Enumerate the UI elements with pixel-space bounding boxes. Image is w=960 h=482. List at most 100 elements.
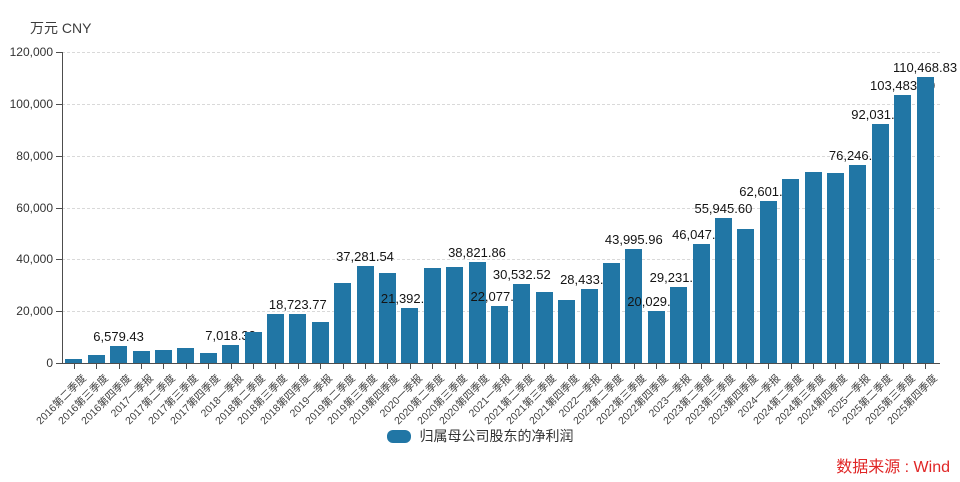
y-axis-tick: [56, 207, 62, 209]
bar-2023第三季度[interactable]: [714, 218, 732, 363]
bar-2025一季报[interactable]: [849, 165, 867, 363]
bar-2023第四季度[interactable]: [737, 229, 755, 363]
bar-2021第三季度[interactable]: [535, 291, 553, 363]
y-gridline: [62, 207, 940, 209]
y-gridline: [62, 52, 940, 53]
bar-2016第三季度[interactable]: [87, 354, 105, 363]
bar-2019第四季度[interactable]: [378, 272, 396, 363]
x-axis-tick: [723, 364, 725, 369]
x-axis-tick: [387, 364, 389, 369]
y-axis-tick-label: 100,000: [9, 96, 53, 111]
bar-2018第三季度[interactable]: [266, 313, 284, 363]
bar-value-label-2022第三季度: 43,995.96: [604, 231, 663, 247]
x-axis-tick: [678, 364, 680, 369]
y-axis-tick-label: 20,000: [16, 304, 53, 319]
x-axis-tick: [342, 364, 344, 369]
y-gridline: [62, 103, 940, 105]
data-source-note: 数据来源 : Wind: [836, 459, 950, 476]
x-axis-tick: [230, 364, 232, 369]
x-axis-tick: [902, 364, 904, 369]
x-axis-tick: [925, 364, 926, 369]
legend-marker-icon: [386, 429, 411, 443]
bar-2023第二季度[interactable]: [692, 243, 710, 363]
legend: 归属母公司股东的净利润: [0, 426, 960, 446]
x-axis-tick: [813, 364, 814, 369]
x-axis-tick: [208, 364, 210, 369]
y-axis-tick: [56, 259, 62, 261]
x-axis-tick: [118, 364, 120, 369]
bar-2022一季报[interactable]: [580, 289, 598, 363]
bar-2020第三季度[interactable]: [446, 267, 464, 363]
x-axis-tick: [320, 364, 322, 369]
x-axis-tick: [768, 364, 770, 369]
bar-2018第二季度[interactable]: [244, 331, 262, 363]
bar-2022第三季度[interactable]: [625, 248, 643, 363]
x-axis-tick: [432, 364, 434, 369]
legend-label: 归属母公司股东的净利润: [419, 428, 574, 444]
bar-2025第三季度[interactable]: [894, 94, 912, 363]
x-axis-tick: [365, 364, 366, 369]
bar-2019第二季度[interactable]: [334, 282, 352, 363]
x-axis-tick: [96, 364, 98, 369]
bar-2024一季报[interactable]: [759, 200, 777, 363]
bar-2019第三季度[interactable]: [356, 266, 374, 363]
bar-value-label-2018第四季度: 18,723.77: [268, 297, 327, 313]
bar-2024第四季度[interactable]: [826, 172, 844, 363]
bar-2024第二季度[interactable]: [782, 179, 800, 363]
x-axis-tick: [499, 364, 501, 369]
x-axis-tick: [566, 364, 568, 369]
bar-2024第三季度[interactable]: [804, 172, 822, 363]
bar-2025第四季度[interactable]: [916, 76, 934, 363]
y-axis-line: [62, 52, 63, 363]
x-axis-tick: [454, 364, 456, 369]
x-axis-tick: [589, 364, 590, 369]
bar-value-label-2021第二季度: 30,532.52: [492, 266, 551, 282]
bar-2018第四季度[interactable]: [289, 314, 307, 363]
x-axis-tick: [857, 364, 859, 369]
bar-value-label-2019第三季度: 37,281.54: [336, 249, 394, 265]
bar-2025第二季度[interactable]: [871, 124, 889, 363]
y-axis-tick-label: 0: [46, 356, 53, 370]
x-axis-tick: [521, 364, 523, 369]
x-axis-tick: [141, 364, 142, 369]
legend-item-net-profit[interactable]: 归属母公司股东的净利润: [386, 426, 574, 446]
x-axis-tick: [275, 364, 277, 369]
bar-2018一季报[interactable]: [222, 344, 240, 363]
x-axis-tick: [656, 364, 658, 369]
bar-2017第三季度[interactable]: [177, 348, 195, 363]
bar-2019一季报[interactable]: [311, 321, 329, 363]
bar-value-label-2023第三季度: 55,945.60: [694, 201, 753, 216]
y-axis-tick-label: 60,000: [16, 200, 53, 215]
y-axis-tick: [56, 52, 62, 53]
bar-2022第二季度[interactable]: [602, 263, 620, 363]
bar-2016第二季度[interactable]: [65, 359, 83, 363]
y-gridline: [62, 259, 940, 261]
x-axis-line: [62, 363, 940, 364]
bar-2022第四季度[interactable]: [647, 311, 665, 363]
x-axis-tick: [633, 364, 635, 369]
x-axis-tick: [835, 364, 837, 369]
bar-2016第四季度[interactable]: [110, 345, 128, 363]
bar-2020第二季度[interactable]: [423, 267, 441, 363]
bar-2021第四季度[interactable]: [558, 299, 576, 363]
bar-2021一季报[interactable]: [490, 305, 508, 363]
bar-2023一季报[interactable]: [670, 287, 688, 363]
bar-2021第二季度[interactable]: [513, 283, 531, 363]
y-axis-unit-label: 万元 CNY: [30, 20, 92, 36]
bar-2017一季报[interactable]: [132, 350, 150, 363]
bar-2017第四季度[interactable]: [199, 353, 217, 363]
x-axis-tick: [745, 364, 747, 369]
y-axis-tick-label: 120,000: [9, 45, 53, 59]
x-axis-tick: [163, 364, 165, 369]
x-axis-tick: [409, 364, 411, 369]
y-gridline: [62, 155, 940, 157]
bar-2020第四季度[interactable]: [468, 262, 486, 363]
y-axis-tick-label: 80,000: [16, 148, 53, 163]
x-axis-tick: [297, 364, 299, 369]
bar-2020一季报[interactable]: [401, 307, 419, 363]
x-axis-tick: [544, 364, 546, 369]
bar-2017第二季度[interactable]: [154, 349, 172, 363]
bar-value-label-2020第四季度: 38,821.86: [448, 245, 506, 261]
x-axis-tick: [253, 364, 254, 369]
